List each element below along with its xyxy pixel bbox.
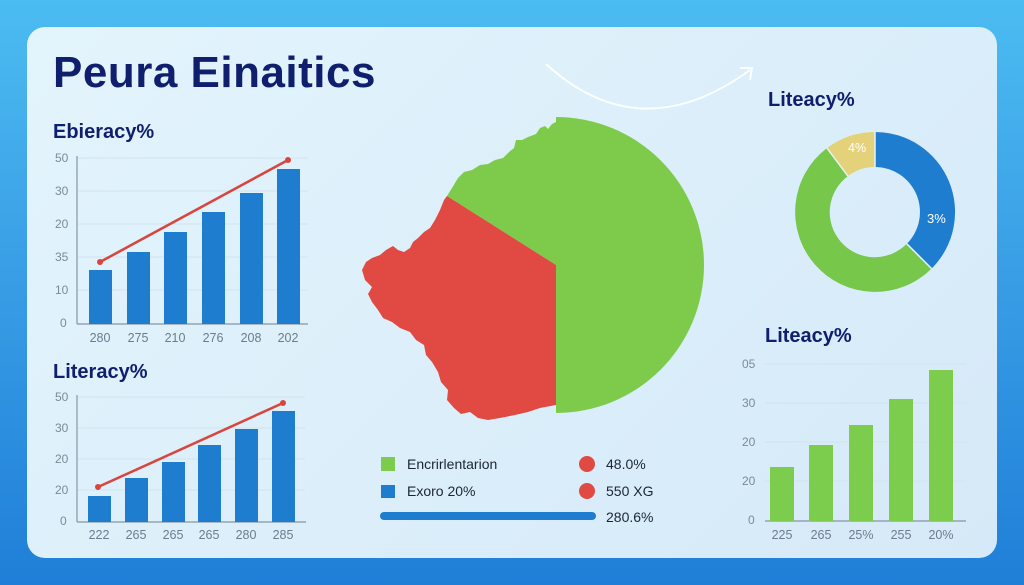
y-tick: 20 [55,217,69,231]
donut-slice-green [795,148,932,292]
y-tick: 10 [55,283,69,297]
x-label: 208 [240,331,262,345]
pie-slice-green [447,117,704,413]
y-tick: 20 [742,435,756,449]
red-dot-icon [579,483,595,499]
legend-label: Encrirlentarion [407,456,498,472]
y-tick: 05 [742,357,756,371]
x-label: 280 [235,528,257,542]
page-title: Peura Einaitics [53,48,376,97]
progress-bar [380,512,596,520]
donut-chart-title: Liteacy% [768,89,855,111]
y-tick: 35 [55,250,69,264]
bottom-left-chart-title: Literacy% [53,361,148,383]
blue-square-icon [381,485,395,498]
legend-label: Exoro 20% [407,483,476,499]
x-label: 255 [890,528,912,542]
x-label: 275 [127,331,149,345]
x-label: 276 [202,331,224,345]
top-left-chart-title: Ebieracy% [53,121,155,143]
y-tick: 50 [55,151,69,165]
y-tick: 20 [55,483,69,497]
donut-label-yellow: 4% [848,141,867,155]
y-tick: 20 [55,452,69,466]
y-tick: 0 [60,316,67,330]
red-dot-icon [579,456,595,472]
x-label: 202 [277,331,299,345]
pie-slice-red [362,196,556,420]
y-tick: 20 [742,474,756,488]
legend-stat: 550 XG [606,483,654,499]
x-label: 280 [89,331,111,345]
donut-label-blue: 3% [927,211,946,226]
y-tick: 0 [748,513,755,527]
x-label: 265 [198,528,220,542]
donut-slice-blue [875,131,956,269]
x-label: 25% [848,528,874,542]
y-tick: 0 [60,514,67,528]
donut-slice-yellow [826,132,875,177]
legend-stat: 48.0% [606,456,646,472]
x-label: 222 [88,528,110,542]
y-tick: 50 [55,390,69,404]
x-label: 210 [164,331,186,345]
x-label: 225 [771,528,793,542]
x-label: 265 [125,528,147,542]
y-tick: 30 [55,184,69,198]
y-tick: 30 [55,421,69,435]
green-square-icon [381,457,395,471]
x-label: 265 [810,528,832,542]
y-tick: 30 [742,396,756,410]
x-label: 285 [272,528,294,542]
x-label: 20% [928,528,954,542]
x-label: 265 [162,528,184,542]
progress-value: 280.6% [606,509,654,525]
bottom-right-chart-title: Liteacy% [765,325,852,347]
